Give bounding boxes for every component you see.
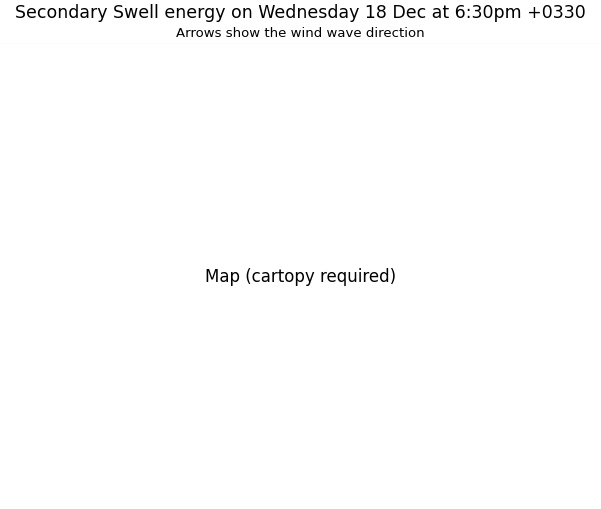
Text: Arrows show the wind wave direction: Arrows show the wind wave direction (176, 27, 425, 40)
Text: Map (cartopy required): Map (cartopy required) (205, 268, 396, 286)
Text: Secondary Swell energy on Wednesday 18 Dec at 6:30pm +0330: Secondary Swell energy on Wednesday 18 D… (15, 5, 586, 22)
